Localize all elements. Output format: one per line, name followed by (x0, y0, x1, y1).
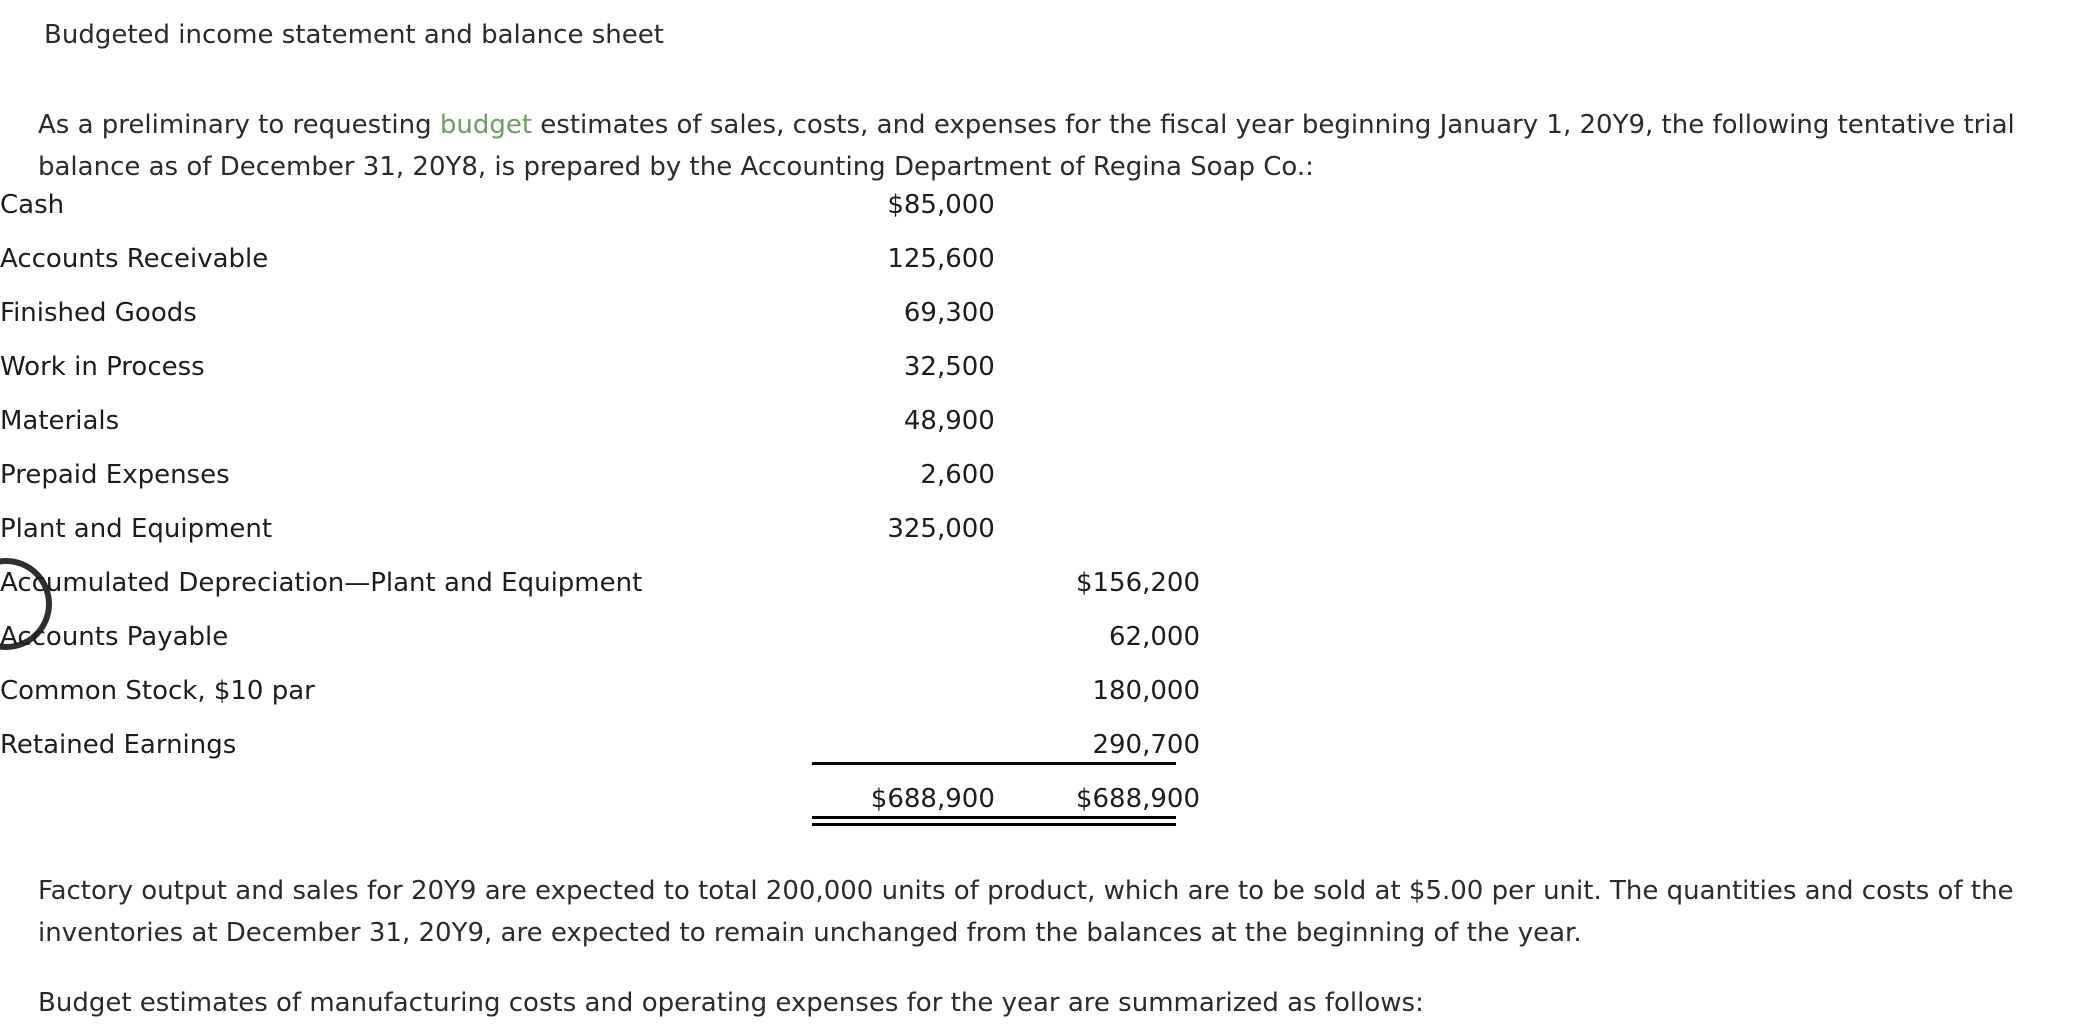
row-credit: $156,200 (1075, 568, 1200, 598)
row-label: Retained Earnings (0, 730, 237, 760)
row-label: Cash (0, 190, 65, 220)
intro-text-after-link: estimates of sales, costs, and expenses … (38, 110, 2015, 182)
row-credit: 180,000 (1092, 676, 1200, 706)
intro-text-before-link: As a preliminary to requesting (38, 110, 440, 140)
budget-link[interactable]: budget (439, 110, 533, 140)
closing-paragraph-1: Factory output and sales for 20Y9 are ex… (38, 876, 2014, 948)
table-row: Accounts Payable 62,000 (0, 610, 1200, 664)
row-label: Common Stock, $10 par (0, 676, 315, 706)
row-label: Plant and Equipment (0, 514, 273, 544)
totals-credit: $688,900 (1075, 784, 1200, 814)
intro-paragraph: As a preliminary to requesting budget es… (38, 104, 2058, 188)
row-credit (995, 448, 1200, 502)
row-credit (995, 286, 1200, 340)
row-credit (995, 394, 1200, 448)
page-title: Budgeted income statement and balance sh… (44, 20, 664, 50)
table-row: Finished Goods 69,300 (0, 286, 1200, 340)
trial-balance-table: Cash $85,000 Accounts Receivable 125,600… (0, 178, 1200, 826)
table-row: Materials 48,900 (0, 394, 1200, 448)
row-debit (790, 664, 995, 718)
table-row: Work in Process 32,500 (0, 340, 1200, 394)
row-debit: 32,500 (903, 352, 995, 382)
row-credit: 62,000 (1109, 622, 1200, 652)
trial-balance-body: Cash $85,000 Accounts Receivable 125,600… (0, 178, 1200, 826)
totals-double-rule-bottom (812, 823, 1176, 826)
totals-debit: $688,900 (870, 784, 995, 814)
closing-paragraph-2: Budget estimates of manufacturing costs … (38, 988, 1424, 1018)
table-row: Retained Earnings 290,700 (0, 718, 1200, 772)
row-debit (790, 556, 995, 610)
table-row: Common Stock, $10 par 180,000 (0, 664, 1200, 718)
row-debit: 125,600 (887, 244, 995, 274)
row-debit: $85,000 (887, 190, 995, 220)
row-label: Prepaid Expenses (0, 460, 230, 490)
totals-rule-above (812, 762, 1176, 765)
row-label: Accounts Payable (0, 622, 229, 652)
table-row: Accumulated Depreciation—Plant and Equip… (0, 556, 1200, 610)
row-debit (790, 610, 995, 664)
row-debit: 48,900 (903, 406, 995, 436)
row-label: Work in Process (0, 352, 205, 382)
row-debit: 325,000 (887, 514, 995, 544)
totals-double-rule-top (812, 816, 1176, 819)
row-label: Accumulated Depreciation—Plant and Equip… (0, 568, 643, 598)
table-row: Plant and Equipment 325,000 (0, 502, 1200, 556)
table-row: Cash $85,000 (0, 178, 1200, 232)
row-credit (995, 232, 1200, 286)
row-label: Finished Goods (0, 298, 197, 328)
table-row: Prepaid Expenses 2,600 (0, 448, 1200, 502)
table-row: Accounts Receivable 125,600 (0, 232, 1200, 286)
table-totals-row: $688,900 $688,900 (0, 772, 1200, 826)
row-credit (995, 178, 1200, 232)
row-label: Accounts Receivable (0, 244, 269, 274)
row-credit: 290,700 (1092, 730, 1200, 760)
row-credit (995, 502, 1200, 556)
row-label: Materials (0, 406, 120, 436)
row-credit (995, 340, 1200, 394)
row-debit: 69,300 (903, 298, 995, 328)
totals-label (0, 772, 790, 826)
row-debit: 2,600 (920, 460, 995, 490)
